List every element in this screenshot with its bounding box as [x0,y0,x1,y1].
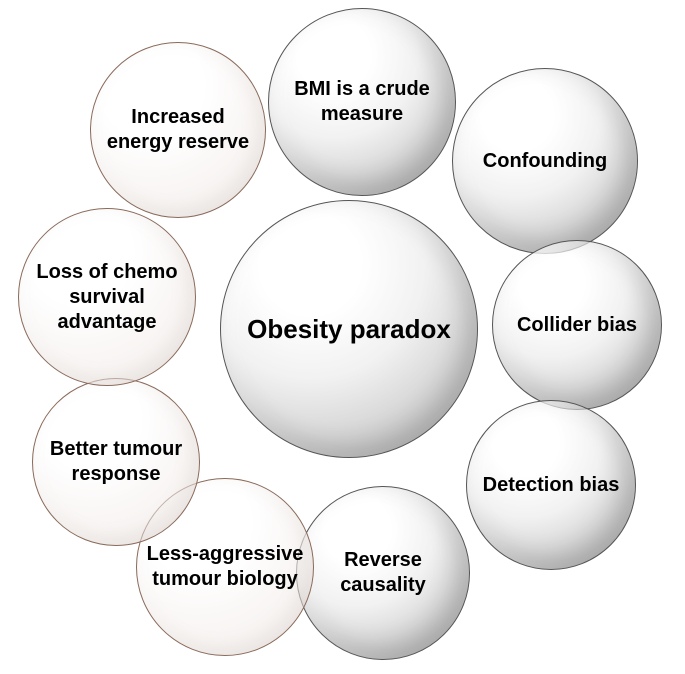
node-collider-label: Collider bias [509,305,645,346]
node-lessagg-label: Less-aggressive tumour biology [137,534,313,600]
node-reverse-label: Reverse causality [297,540,469,606]
node-energy-label: Increased energy reserve [91,97,265,163]
node-chemo-advantage: Loss of chemo survival advantage [18,208,196,386]
node-center-obesity-paradox: Obesity paradox [220,200,478,458]
node-center-label: Obesity paradox [239,305,459,354]
node-collider-bias: Collider bias [492,240,662,410]
node-better-label: Better tumour response [33,429,199,495]
node-detection-bias: Detection bias [466,400,636,570]
diagram-canvas: BMI is a crude measure Confounding Colli… [0,0,685,674]
node-better-tumour: Better tumour response [32,378,200,546]
node-reverse-causality: Reverse causality [296,486,470,660]
node-confounding: Confounding [452,68,638,254]
node-chemo-label: Loss of chemo survival advantage [19,252,195,343]
node-bmi-label: BMI is a crude measure [269,69,455,135]
node-detection-label: Detection bias [475,465,628,506]
node-energy-reserve: Increased energy reserve [90,42,266,218]
node-bmi: BMI is a crude measure [268,8,456,196]
node-confounding-label: Confounding [475,141,615,182]
